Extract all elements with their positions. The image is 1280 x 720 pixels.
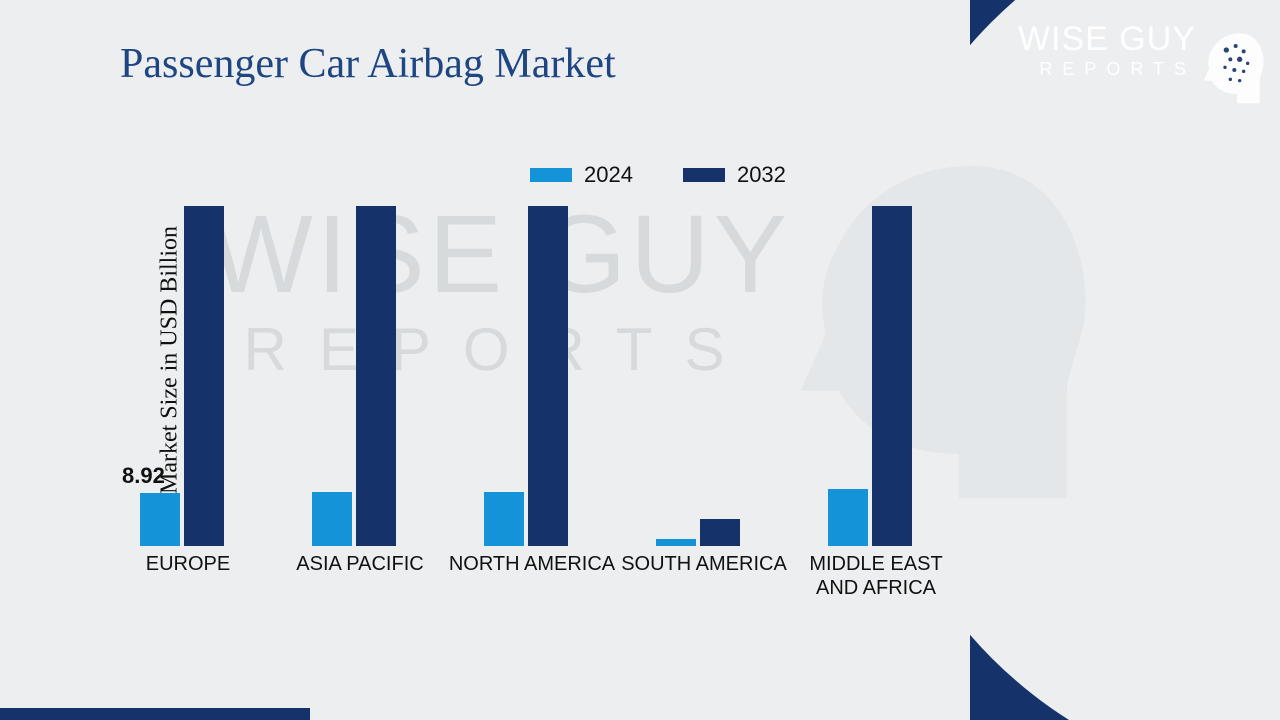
bars	[462, 200, 602, 546]
bar-group: ASIA PACIFIC	[290, 200, 430, 546]
bottom-accent-bar	[0, 708, 310, 720]
plot-area: 8.92EUROPEASIA PACIFICNORTH AMERICASOUTH…	[118, 200, 958, 546]
legend-item: 2032	[683, 162, 786, 188]
bar	[140, 493, 180, 546]
brand-logo: WISE GUY REPORTS	[1018, 22, 1196, 78]
brand-line2: REPORTS	[1018, 60, 1196, 78]
bars	[290, 200, 430, 546]
chart-title: Passenger Car Airbag Market	[120, 40, 616, 88]
bar	[656, 539, 696, 546]
legend: 2024 2032	[530, 162, 786, 188]
bar	[872, 206, 912, 546]
category-label: ASIA PACIFIC	[275, 552, 445, 576]
bar-group: NORTH AMERICA	[462, 200, 602, 546]
legend-swatch	[683, 168, 725, 182]
bar	[356, 206, 396, 546]
bar-group: 8.92EUROPE	[118, 200, 258, 546]
bars: 8.92	[118, 200, 258, 546]
legend-label: 2032	[737, 162, 786, 188]
bar	[700, 519, 740, 546]
bar-group: MIDDLE EAST AND AFRICA	[806, 200, 946, 546]
category-label: MIDDLE EAST AND AFRICA	[791, 552, 961, 600]
legend-label: 2024	[584, 162, 633, 188]
bar	[828, 489, 868, 546]
bar	[484, 492, 524, 546]
legend-item: 2024	[530, 162, 633, 188]
brand-line1: WISE GUY	[1018, 20, 1196, 58]
brand-head-icon	[1198, 30, 1268, 110]
category-label: NORTH AMERICA	[447, 552, 617, 576]
value-label: 8.92	[122, 463, 165, 489]
bars	[634, 200, 774, 546]
bar-group: SOUTH AMERICA	[634, 200, 774, 546]
bar	[184, 206, 224, 546]
bar	[312, 492, 352, 546]
chart-stage: WISE GUY REPORTS Passenger Car Airbag Ma…	[0, 0, 1280, 720]
bars	[806, 200, 946, 546]
legend-swatch	[530, 168, 572, 182]
bar	[528, 206, 568, 546]
category-label: EUROPE	[103, 552, 273, 576]
category-label: SOUTH AMERICA	[619, 552, 789, 576]
